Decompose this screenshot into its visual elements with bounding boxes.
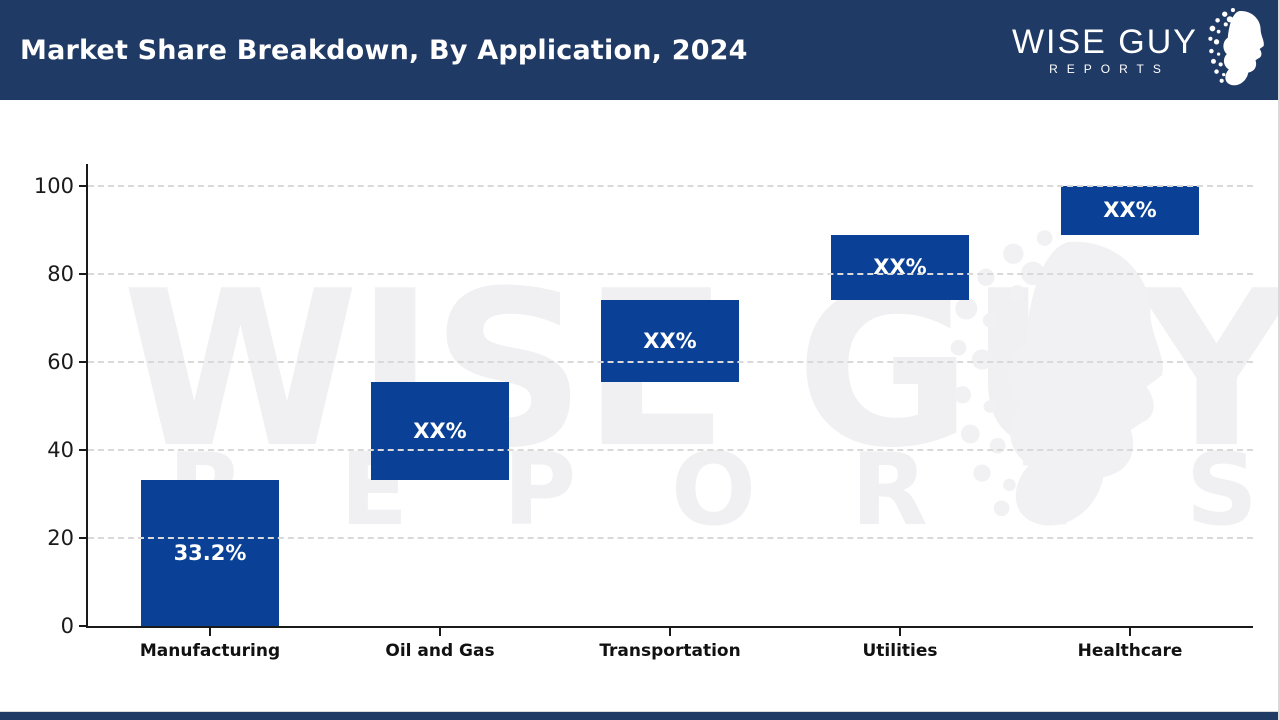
bar-value-label: 33.2% [173,540,247,565]
header-bar: Market Share Breakdown, By Application, … [0,0,1278,100]
gridline [88,273,1253,275]
bar-manufacturing [141,479,279,626]
y-tick-mark [79,361,86,363]
x-category-label: Oil and Gas [385,641,495,661]
y-axis-line [86,164,88,628]
x-tick-mark [209,628,211,636]
y-tick-mark [79,273,86,275]
logo-text: WISE GUY REPORTS [1012,25,1198,75]
bar-value-label: XX% [873,255,927,280]
bar-value-label: XX% [643,329,697,354]
dotted-head-profile-icon [1204,7,1266,93]
y-tick-mark [79,625,86,627]
y-tick-label: 40 [47,438,74,462]
page-title: Market Share Breakdown, By Application, … [20,34,748,66]
x-tick-mark [439,628,441,636]
x-category-label: Manufacturing [139,641,281,661]
watermark-head-profile-icon [935,218,1170,552]
y-tick-label: 0 [60,614,74,638]
x-axis-line [86,626,1253,628]
x-tick-mark [669,628,671,636]
y-tick-mark [79,537,86,539]
x-tick-mark [899,628,901,636]
x-category-label: Utilities [862,641,938,661]
y-tick-label: 80 [47,262,74,286]
bar-transportation [601,299,739,383]
logo-wordmark: WISE GUY [1011,23,1198,61]
y-tick-mark [79,449,86,451]
gridline [88,361,1253,363]
bar-utilities [831,234,969,300]
x-tick-mark [1129,628,1131,636]
y-tick-label: 60 [47,350,74,374]
gridline [88,537,1253,539]
footer-bar [0,711,1278,720]
wise-guy-reports-logo: WISE GUY REPORTS [1012,7,1266,93]
bar-healthcare [1061,186,1199,235]
y-tick-label: 20 [47,526,74,550]
gridline [88,449,1253,451]
x-category-label: Healthcare [1077,641,1183,661]
bar-oil-and-gas [371,382,509,480]
y-tick-mark [79,185,86,187]
logo-subtitle: REPORTS [1049,62,1170,76]
bar-value-label: XX% [413,419,467,444]
y-tick-label: 100 [33,174,74,198]
gridline [88,185,1253,187]
bar-value-label: XX% [1103,198,1157,223]
x-category-label: Transportation [599,641,741,661]
